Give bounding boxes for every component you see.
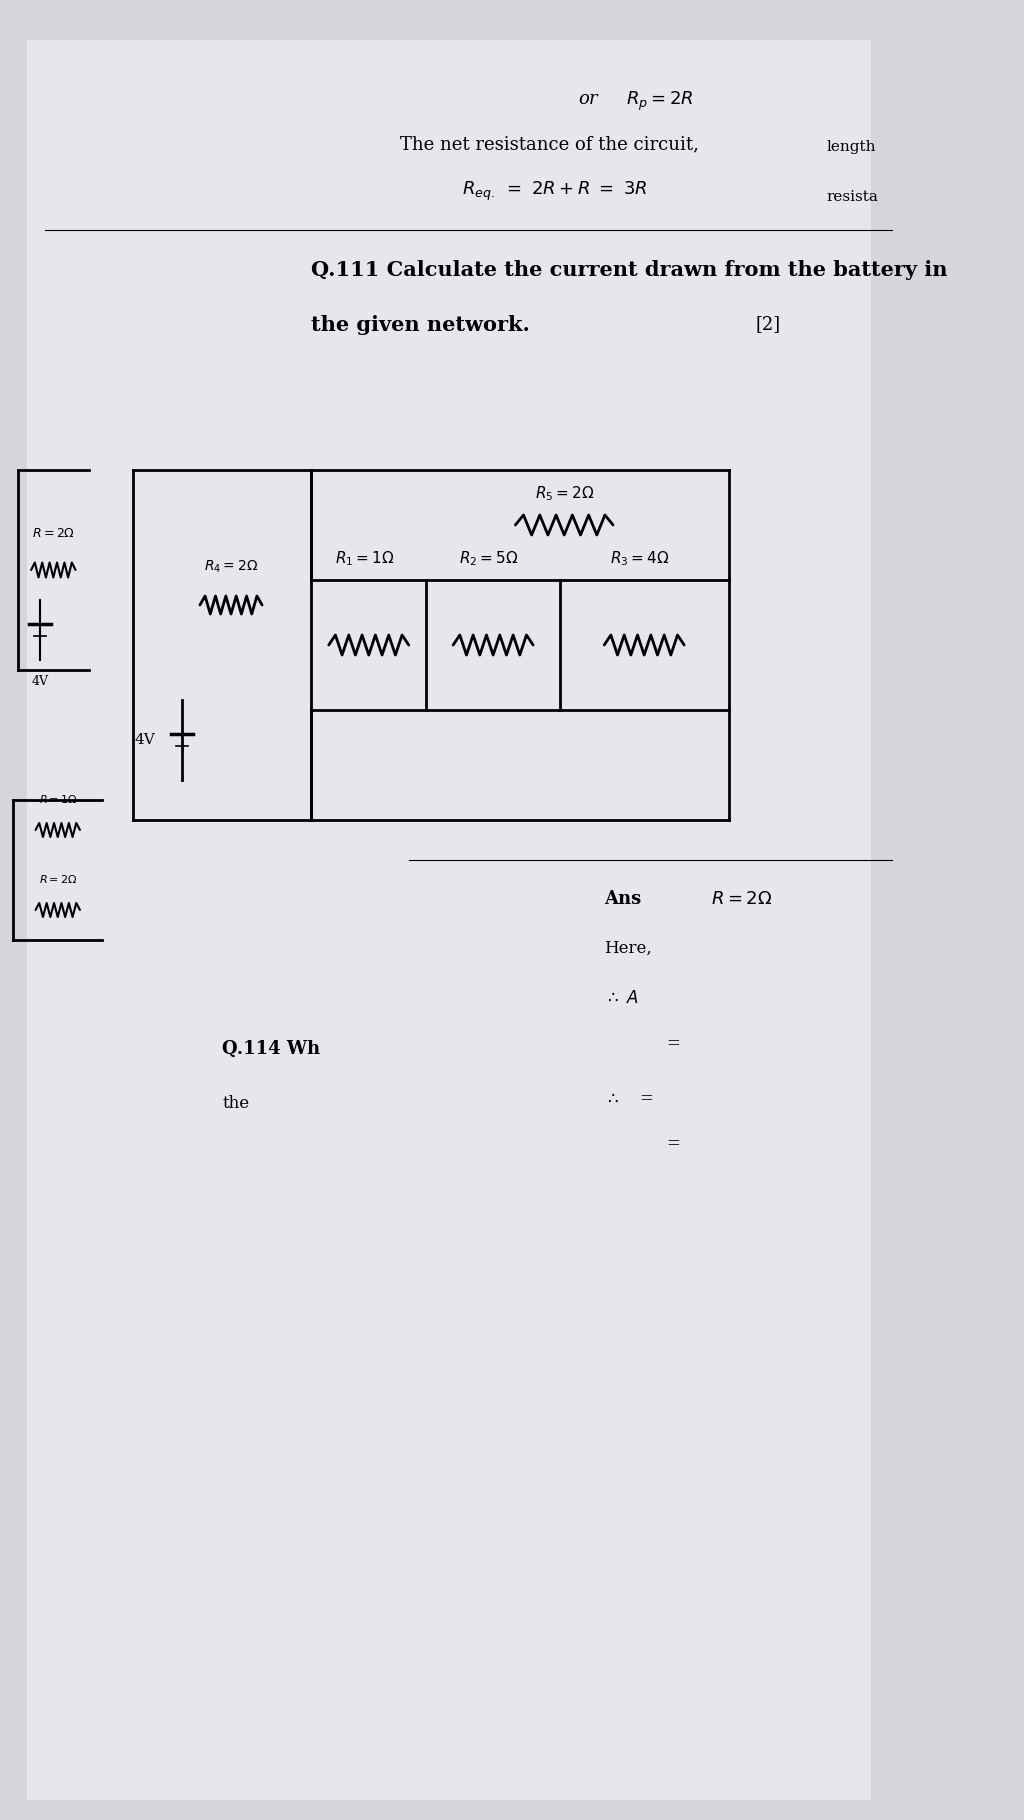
- Text: or     $R_p = 2R$: or $R_p = 2R$: [578, 89, 693, 113]
- Text: $R_2=5\Omega$: $R_2=5\Omega$: [459, 550, 518, 568]
- Text: 4V: 4V: [32, 675, 48, 688]
- Text: $R_3=4\Omega$: $R_3=4\Omega$: [610, 550, 670, 568]
- Text: $\therefore$: $\therefore$: [604, 1090, 618, 1107]
- Text: Ans: Ans: [604, 890, 641, 908]
- Text: $R_1=1\Omega$: $R_1=1\Omega$: [335, 550, 394, 568]
- Text: =: =: [640, 1090, 653, 1107]
- FancyBboxPatch shape: [27, 40, 870, 1800]
- Text: $R_{eq.}\ =\ 2R+R\ =\ 3R$: $R_{eq.}\ =\ 2R+R\ =\ 3R$: [462, 180, 647, 204]
- Text: $\therefore\  A$: $\therefore\ A$: [604, 990, 639, 1006]
- Text: =: =: [667, 1036, 680, 1052]
- Text: the: the: [222, 1096, 249, 1112]
- Text: length: length: [826, 140, 876, 155]
- Text: The net resistance of the circuit,: The net resistance of the circuit,: [399, 135, 698, 153]
- Text: the given network.: the given network.: [311, 315, 529, 335]
- Text: $R=2\Omega$: $R=2\Omega$: [39, 874, 77, 885]
- Text: $R_4=2\Omega$: $R_4=2\Omega$: [204, 559, 258, 575]
- Text: $R=2\Omega$: $R=2\Omega$: [32, 528, 75, 541]
- Text: 4V: 4V: [135, 733, 156, 746]
- Text: $R_5=2\Omega$: $R_5=2\Omega$: [535, 484, 594, 502]
- Text: Here,: Here,: [604, 939, 652, 957]
- Text: resista: resista: [826, 189, 879, 204]
- Text: Q.114 Wh: Q.114 Wh: [222, 1039, 321, 1057]
- Text: $R=1\Omega$: $R=1\Omega$: [39, 794, 77, 804]
- Text: Q.111 Calculate the current drawn from the battery in: Q.111 Calculate the current drawn from t…: [311, 260, 947, 280]
- Text: $R = 2\Omega$: $R = 2\Omega$: [711, 890, 772, 908]
- Text: =: =: [667, 1136, 680, 1152]
- Text: [2]: [2]: [756, 315, 780, 333]
